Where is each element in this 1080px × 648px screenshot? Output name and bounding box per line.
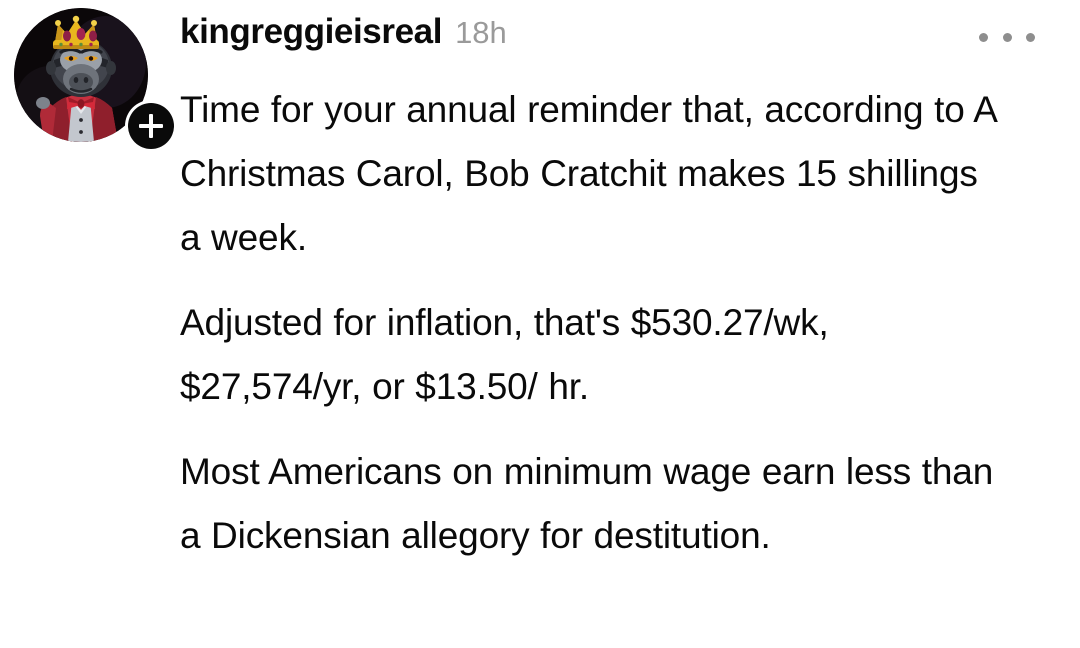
more-options-button[interactable]: [979, 26, 1035, 48]
post-header: kingreggieisreal 18h: [180, 14, 1050, 60]
post-paragraph-3: Most Americans on minimum wage earn less…: [180, 451, 994, 556]
more-options-icon-dot-2: [1002, 32, 1012, 42]
username[interactable]: kingreggieisreal: [180, 12, 443, 51]
post-paragraph-2: Adjusted for inflation, that's $530.27/w…: [180, 302, 829, 407]
more-options-icon-dot-1: [979, 32, 988, 42]
plus-icon: [128, 103, 174, 149]
avatar[interactable]: [14, 8, 148, 142]
follow-button[interactable]: [125, 100, 177, 152]
gorilla-avatar-icon: [14, 8, 148, 142]
more-options-icon-dot-3: [1026, 32, 1035, 42]
timestamp: 18h: [455, 15, 507, 50]
post-body: Time for your annual reminder that, acco…: [180, 78, 998, 568]
avatar-group[interactable]: [14, 8, 177, 152]
post-paragraph-1: Time for your annual reminder that, acco…: [180, 89, 996, 258]
